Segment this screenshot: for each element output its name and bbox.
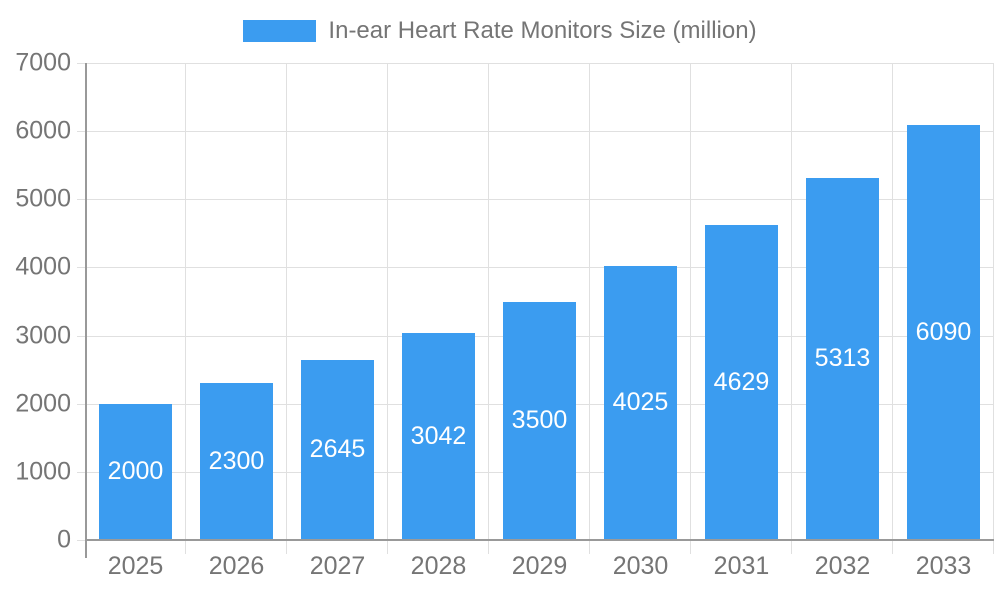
bar-value-label-2028: 3042 — [410, 421, 467, 450]
bar-2027[interactable]: 2645 — [301, 359, 374, 540]
x-tick-1 — [184, 540, 186, 554]
h-gridline-4000 — [85, 267, 994, 269]
x-axis-label-2028: 2028 — [410, 552, 467, 580]
bar-value-label-2030: 4025 — [612, 388, 669, 417]
y-axis-line — [85, 63, 87, 558]
bar-value-label-2033: 6090 — [915, 318, 972, 346]
x-axis-label-2027: 2027 — [309, 552, 366, 580]
bar-2033[interactable]: 6090 — [907, 125, 980, 540]
bar-2030[interactable]: 4025 — [604, 265, 677, 540]
x-tick-7 — [791, 540, 792, 554]
y-axis-label-5000: 5000 — [15, 184, 71, 213]
x-tick-8 — [891, 540, 893, 554]
x-axis-label-2033: 2033 — [915, 552, 972, 580]
x-tick-6 — [689, 540, 691, 554]
h-gridline-6000 — [85, 131, 994, 133]
bar-2032[interactable]: 5313 — [806, 177, 879, 540]
bar-value-label-2031: 4629 — [713, 367, 770, 396]
v-gridline-9 — [993, 63, 994, 540]
x-tick-9 — [993, 540, 994, 554]
y-axis-label-6000: 6000 — [15, 116, 71, 145]
y-axis-label-3000: 3000 — [15, 321, 71, 350]
x-axis-label-2025: 2025 — [107, 552, 164, 580]
v-gridline-6 — [689, 63, 691, 540]
bar-2025[interactable]: 2000 — [99, 403, 172, 540]
bar-2031[interactable]: 4629 — [705, 224, 778, 540]
x-axis-label-2030: 2030 — [612, 552, 669, 580]
y-tick-7000 — [77, 63, 85, 64]
x-tick-4 — [487, 540, 489, 554]
v-gridline-7 — [791, 63, 792, 540]
x-tick-3 — [386, 540, 388, 554]
y-axis-label-1000: 1000 — [15, 457, 71, 486]
v-gridline-2 — [285, 63, 287, 540]
y-tick-6000 — [77, 131, 85, 133]
x-axis-label-2032: 2032 — [814, 552, 871, 580]
y-tick-4000 — [77, 267, 85, 269]
bar-2029[interactable]: 3500 — [503, 301, 576, 540]
bar-value-label-2032: 5313 — [814, 344, 871, 373]
y-tick-2000 — [77, 403, 85, 405]
x-axis-line — [85, 539, 994, 541]
y-tick-0 — [77, 540, 85, 541]
bar-value-label-2027: 2645 — [309, 435, 366, 464]
v-gridline-5 — [589, 63, 590, 540]
x-tick-2 — [285, 540, 287, 554]
bar-value-label-2029: 3500 — [511, 406, 568, 435]
x-tick-5 — [589, 540, 590, 554]
legend-swatch — [243, 20, 317, 42]
y-tick-3000 — [77, 335, 85, 337]
plot-area: 2000 2300 2645 3042 3500 4025 4629 5313 6090 0 10… — [15, 50, 994, 579]
v-gridline-3 — [386, 63, 388, 540]
y-axis-label-4000: 4000 — [15, 252, 71, 281]
h-gridline-7000 — [85, 63, 994, 64]
y-axis-label-2000: 2000 — [15, 389, 71, 418]
h-gridline-5000 — [85, 199, 994, 201]
v-gridline-1 — [184, 63, 186, 540]
y-tick-1000 — [77, 471, 85, 473]
y-axis-label-0: 0 — [57, 525, 71, 554]
x-axis-label-2029: 2029 — [511, 552, 568, 580]
y-axis-label-7000: 7000 — [15, 48, 71, 77]
bar-value-label-2025: 2000 — [107, 457, 164, 486]
bar-value-label-2026: 2300 — [208, 447, 265, 476]
v-gridline-4 — [487, 63, 489, 540]
bar-2026[interactable]: 2300 — [200, 383, 273, 540]
chart-legend[interactable]: In-ear Heart Rate Monitors Size (million… — [0, 16, 1000, 46]
bar-2028[interactable]: 3042 — [402, 332, 475, 540]
y-tick-5000 — [77, 199, 85, 201]
x-axis-label-2031: 2031 — [713, 552, 770, 580]
x-axis-label-2026: 2026 — [208, 552, 265, 580]
v-gridline-8 — [891, 63, 893, 540]
legend-label: In-ear Heart Rate Monitors Size (million… — [328, 17, 757, 44]
